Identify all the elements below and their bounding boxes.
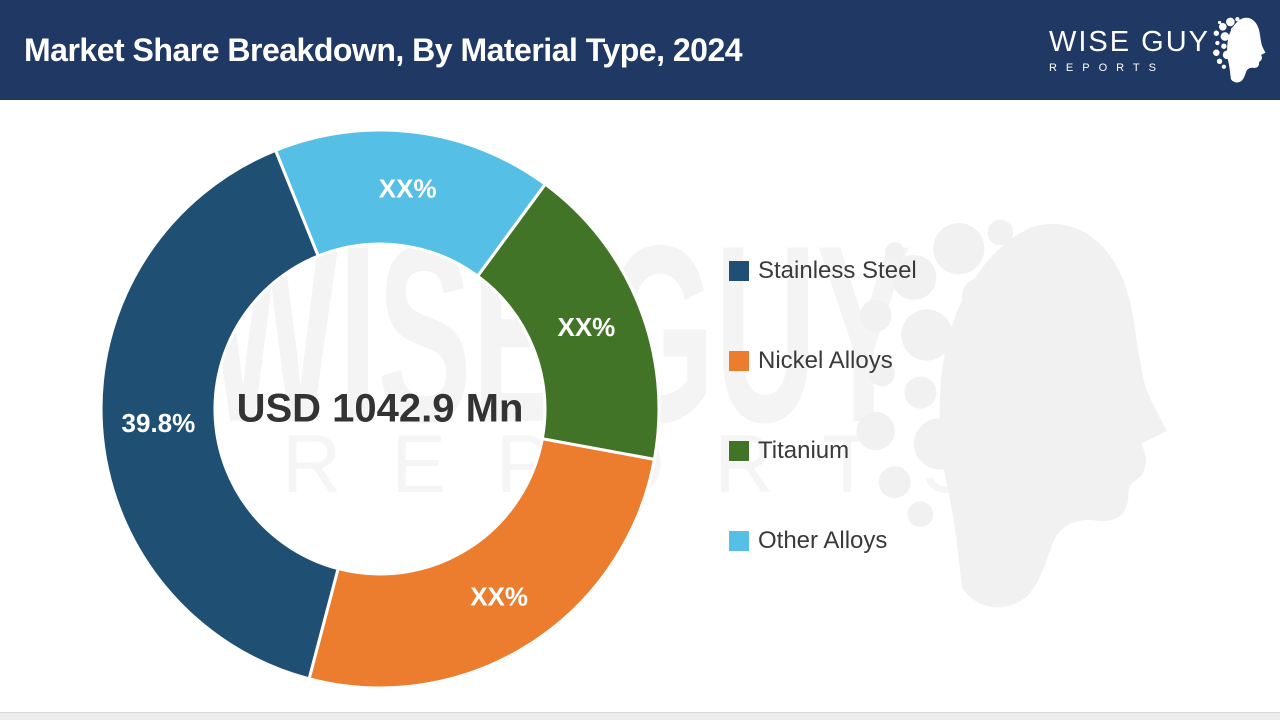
legend-label: Nickel Alloys [758,347,893,374]
slice-label-stainless-steel: 39.8% [122,408,196,438]
slice-label-nickel-alloys: XX% [470,581,528,611]
legend-item-nickel-alloys[interactable]: Nickel Alloys [729,347,917,374]
legend-label: Titanium [758,437,850,464]
donut-slice-titanium[interactable] [475,182,661,462]
donut-slice-stainless-steel[interactable] [99,148,340,681]
legend-swatch-icon [729,441,749,461]
slice-label-titanium: XX% [557,312,615,342]
donut-slice-nickel-alloys[interactable] [307,437,657,690]
brand-subtitle: REPORTS [1048,62,1165,74]
legend: Stainless Steel Nickel Alloys Titanium Othe… [729,257,917,621]
legend-label: Stainless Steel [758,257,917,284]
legend-swatch-icon [729,531,749,551]
donut-slice-other-alloys[interactable] [273,128,548,279]
chart-area: WISE GUY REPORTS XX%XX%XX%39.8% USD 1042… [0,100,1280,712]
legend-item-titanium[interactable]: Titanium [729,437,917,464]
page-title: Market Share Breakdown, By Material Type… [24,32,743,68]
legend-swatch-icon [729,351,749,371]
legend-item-stainless-steel[interactable]: Stainless Steel [729,257,917,284]
footer-bar [0,712,1280,720]
brand-logo: WISE GUY REPORTS [1049,8,1266,92]
slice-label-other-alloys: XX% [379,174,437,204]
legend-item-other-alloys[interactable]: Other Alloys [729,527,917,554]
donut-chart[interactable]: XX% XX% XX% 39.8% [0,100,760,712]
legend-label: Other Alloys [758,527,888,554]
brand-name: WISE GUY [1048,26,1210,58]
chart-center-value: USD 1042.9 Mn [236,386,524,431]
header-bar: Market Share Breakdown, By Material Type… [0,0,1280,100]
legend-swatch-icon [729,261,749,281]
brand-face-icon [1213,17,1266,83]
